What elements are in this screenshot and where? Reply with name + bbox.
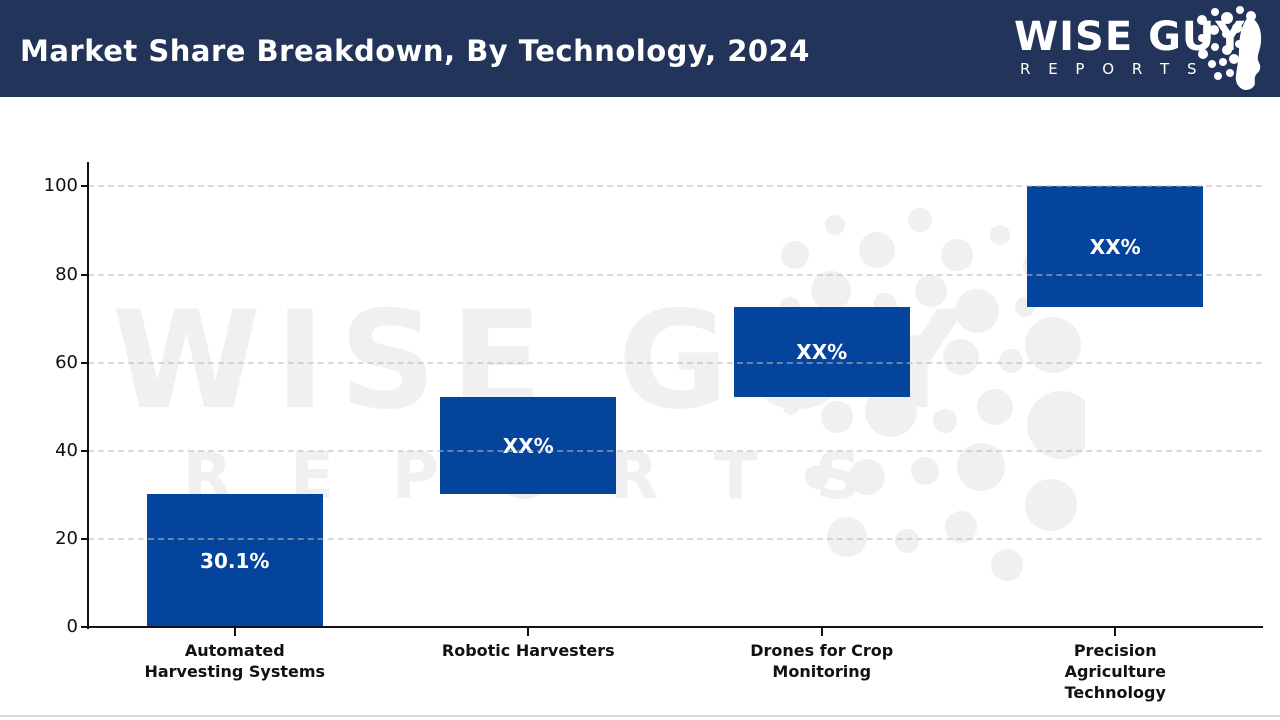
x-axis-tick xyxy=(820,628,823,636)
y-axis-tick-label: 20 xyxy=(55,527,78,549)
x-axis-category-label: Drones for Crop Monitoring xyxy=(707,640,937,682)
x-axis-category-label: Robotic Harvesters xyxy=(413,640,643,661)
category-label-line: Technology xyxy=(1064,683,1166,702)
bar-segment: 30.1% xyxy=(146,494,323,627)
y-axis-tick xyxy=(81,626,88,628)
bottom-divider xyxy=(0,715,1280,717)
y-axis-tick xyxy=(81,449,88,452)
y-axis-tick xyxy=(81,185,88,188)
grid-line xyxy=(88,185,1262,188)
y-axis-tick-label: 60 xyxy=(55,351,78,373)
bar-value-label: XX% xyxy=(796,340,848,365)
grid-line xyxy=(88,273,1262,276)
x-axis-category-label: Automated Harvesting Systems xyxy=(120,640,350,682)
bar-value-label: 30.1% xyxy=(200,548,270,573)
header-bar: Market Share Breakdown, By Technology, 2… xyxy=(0,0,1280,97)
y-axis-tick-label: 80 xyxy=(55,263,78,285)
y-axis-tick xyxy=(81,361,88,364)
y-axis-tick xyxy=(81,537,88,540)
category-label-line: Precision xyxy=(1073,641,1157,660)
bar-value-label: XX% xyxy=(1089,234,1141,259)
x-axis-tick xyxy=(1114,628,1117,636)
x-axis-category-label: Precision Agriculture Technology xyxy=(1000,640,1230,703)
x-axis-line xyxy=(87,626,1263,628)
logo-subtitle: R E P O R T S xyxy=(1020,60,1203,78)
y-axis-line xyxy=(87,162,89,629)
wiseguy-reports-logo: WISE GUY R E P O R T S xyxy=(1014,6,1262,90)
bar-segment: XX% xyxy=(733,306,910,398)
watermark-dotted-face-icon xyxy=(780,208,1085,581)
y-axis-tick-label: 40 xyxy=(55,439,78,461)
x-axis-tick xyxy=(233,628,236,636)
y-axis-tick xyxy=(81,273,88,276)
category-label-line: Monitoring xyxy=(772,662,872,681)
category-label-line: Robotic Harvesters xyxy=(441,641,615,660)
dotted-face-icon xyxy=(1197,6,1262,90)
y-axis-tick-label: 0 xyxy=(66,616,78,637)
logo-wordmark: WISE GUY xyxy=(1014,14,1245,60)
bar-segment: XX% xyxy=(1027,186,1204,307)
grid-line xyxy=(88,449,1262,452)
x-axis-tick xyxy=(527,628,530,636)
grid-line xyxy=(88,537,1262,540)
y-axis-tick-label: 100 xyxy=(43,175,78,197)
bar-value-label: XX% xyxy=(502,433,554,458)
category-label-line: Harvesting Systems xyxy=(144,662,326,681)
category-label-line: Agriculture xyxy=(1064,662,1166,681)
category-label-line: Drones for Crop xyxy=(750,641,894,660)
category-label-line: Automated xyxy=(184,641,285,660)
bar-segment: XX% xyxy=(440,397,617,495)
page-title: Market Share Breakdown, By Technology, 2… xyxy=(20,34,810,68)
grid-line xyxy=(88,361,1262,364)
